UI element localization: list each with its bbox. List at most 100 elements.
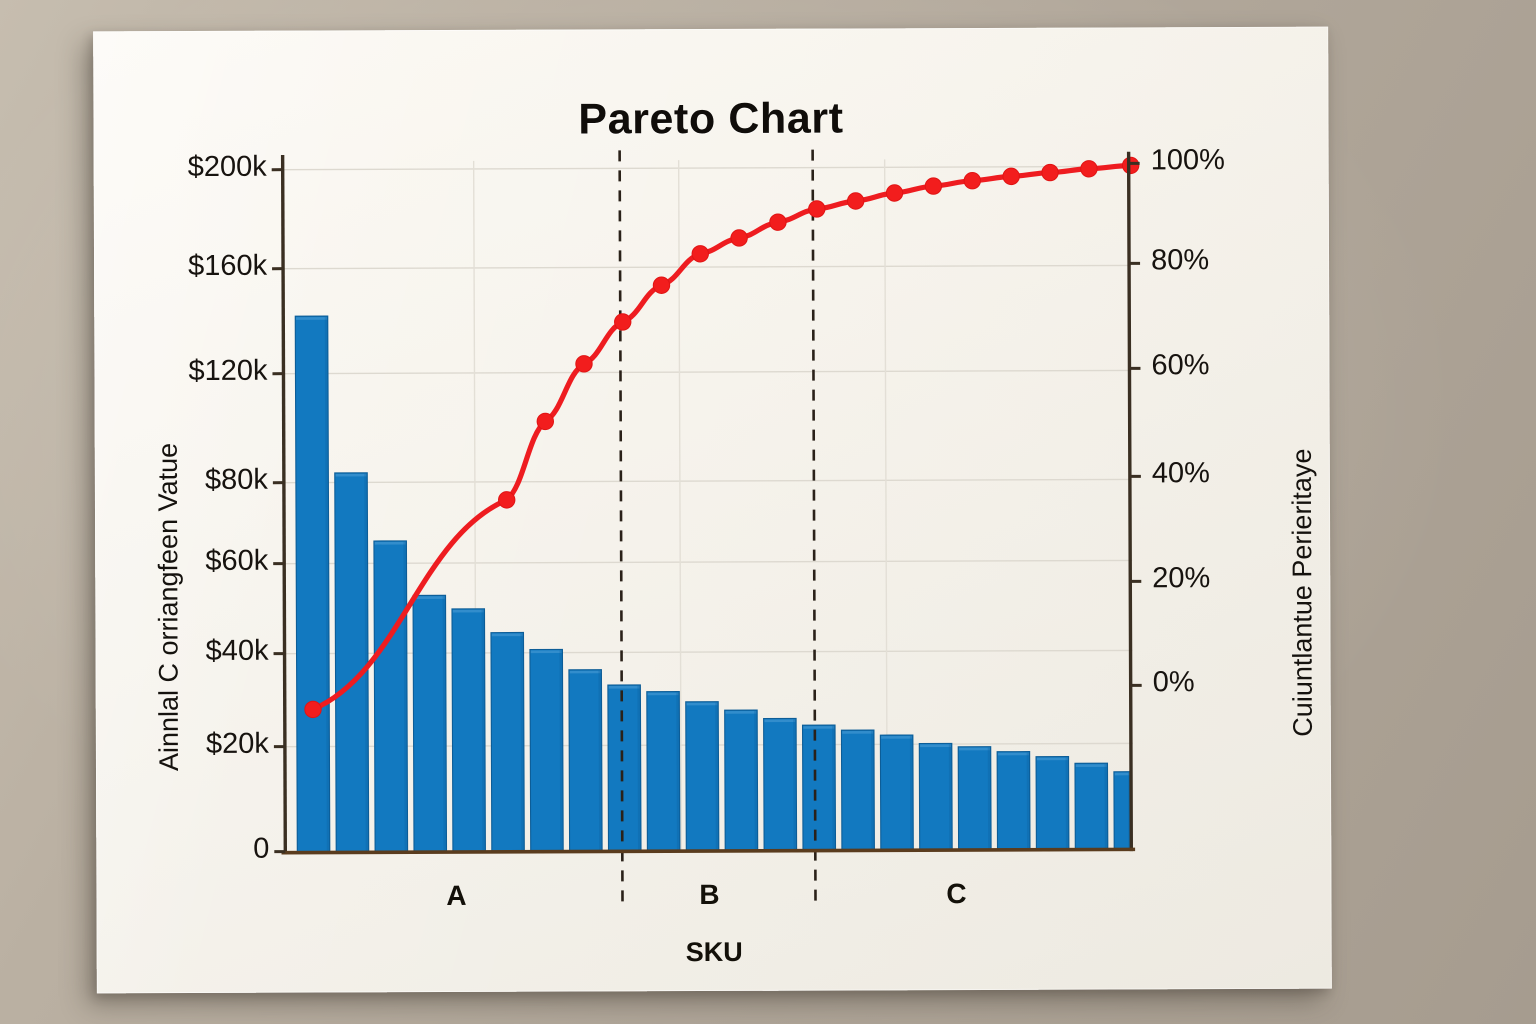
bar-highlight [997,752,1029,756]
bar [801,724,837,852]
bar [529,648,564,853]
bar-shade [442,596,447,853]
gridline-horizontal [284,559,1133,565]
bar-shade [520,633,525,852]
bar-shade [715,702,719,851]
bar-highlight [959,747,990,751]
bar-highlight [686,702,718,706]
right-axis-tick-label: 60% [1151,349,1210,382]
cumulative-percentage-marker [1121,156,1140,175]
left-axis-tick-label: $20k [205,727,269,760]
bar-highlight [881,736,913,739]
bar-highlight [920,744,952,748]
bar-shade [676,692,680,852]
bar [646,691,681,852]
cumulative-percentage-marker [808,200,826,218]
chart-panel: Pareto Chart $200k $160k $120k $80k $60k $40k… [93,26,1332,994]
bar [294,315,331,854]
bar-shade [1026,752,1031,850]
bar [724,709,759,852]
bar [373,540,409,853]
class-divider-line [811,149,817,905]
bar-highlight [530,650,562,654]
bar-shade [324,317,330,853]
cumulative-percentage-marker [1002,167,1020,186]
cumulative-percentage-marker [498,491,516,509]
bar-highlight [647,692,679,696]
bar-highlight [764,719,796,723]
bar-shade [987,747,992,850]
cumulative-percentage-marker [652,276,671,294]
class-divider-line [618,150,624,906]
x-axis-category-label: B [699,878,720,911]
cumulative-percentage-marker [730,229,748,247]
bar-highlight [1036,757,1068,761]
gridline-horizontal [283,478,1132,484]
bar-shade [637,685,642,852]
bar-shade [364,473,369,853]
cumulative-percentage-marker [963,172,981,190]
bar-highlight [296,317,327,320]
bar-highlight [842,731,874,734]
bar-shade [948,744,953,851]
bar [918,742,953,851]
left-axis-tick-label: $40k [205,634,269,667]
cumulative-percentage-marker [1041,163,1059,182]
gridline-horizontal [284,649,1133,655]
bar-shade [481,609,486,852]
bar [1074,762,1109,851]
bar-highlight [608,685,640,689]
cumulative-percentage-marker [769,213,787,231]
bar-shade [793,719,797,851]
bar-highlight [491,633,523,637]
left-axis-spine [280,154,288,855]
bar-shade [403,541,408,853]
bar [685,701,720,852]
bar-shade [909,735,914,851]
gridline-horizontal [283,264,1132,270]
bar-shade [870,731,875,851]
bar [607,684,642,852]
bar-shade [598,670,603,852]
bar-highlight [413,596,445,599]
bar [334,472,370,853]
left-axis-tick-label: $200k [187,150,267,184]
y-axis-title-left: Ainnlal C orriangfeen Vatue [152,442,184,772]
bar [840,729,875,852]
cumulative-percentage-marker [924,177,943,195]
right-axis-tick-label: 0% [1152,666,1195,699]
bar-highlight [725,711,757,714]
bar-highlight [569,670,601,674]
x-axis-category-label: C [946,878,967,910]
bar [879,734,914,851]
cumulative-percentage-marker [691,245,709,263]
right-axis-tick-label: 80% [1150,244,1210,277]
cumulative-percentage-marker [614,313,632,331]
bar [763,717,798,852]
bar [957,746,992,851]
gridline-horizontal [283,369,1132,375]
y-axis-title-right: Cuiuntlantue Perieritaye [1286,448,1318,737]
left-axis-tick-label: 0 [253,832,270,865]
bar [451,608,486,853]
right-axis-tick-label: 20% [1152,562,1211,595]
bar-highlight [803,726,835,729]
bar [996,751,1031,851]
bar-shade [754,711,758,851]
left-axis-tick-label: $80k [204,463,268,496]
bar-shade [1065,757,1069,850]
gridline-horizontal [282,165,1131,171]
x-axis-title: SKU [685,936,743,968]
cumulative-percentage-marker [885,184,904,202]
bar-shade [559,650,564,852]
bar-highlight [335,473,367,477]
left-axis-tick-label: $120k [188,354,268,388]
pareto-plot [271,149,1142,906]
bottom-axis-spine [281,847,1136,855]
bar [412,594,448,853]
left-axis-tick-label: $160k [187,249,268,283]
bar-shade [1104,764,1108,850]
x-axis-category-label: A [446,879,467,912]
cumulative-percentage-marker [536,412,555,431]
